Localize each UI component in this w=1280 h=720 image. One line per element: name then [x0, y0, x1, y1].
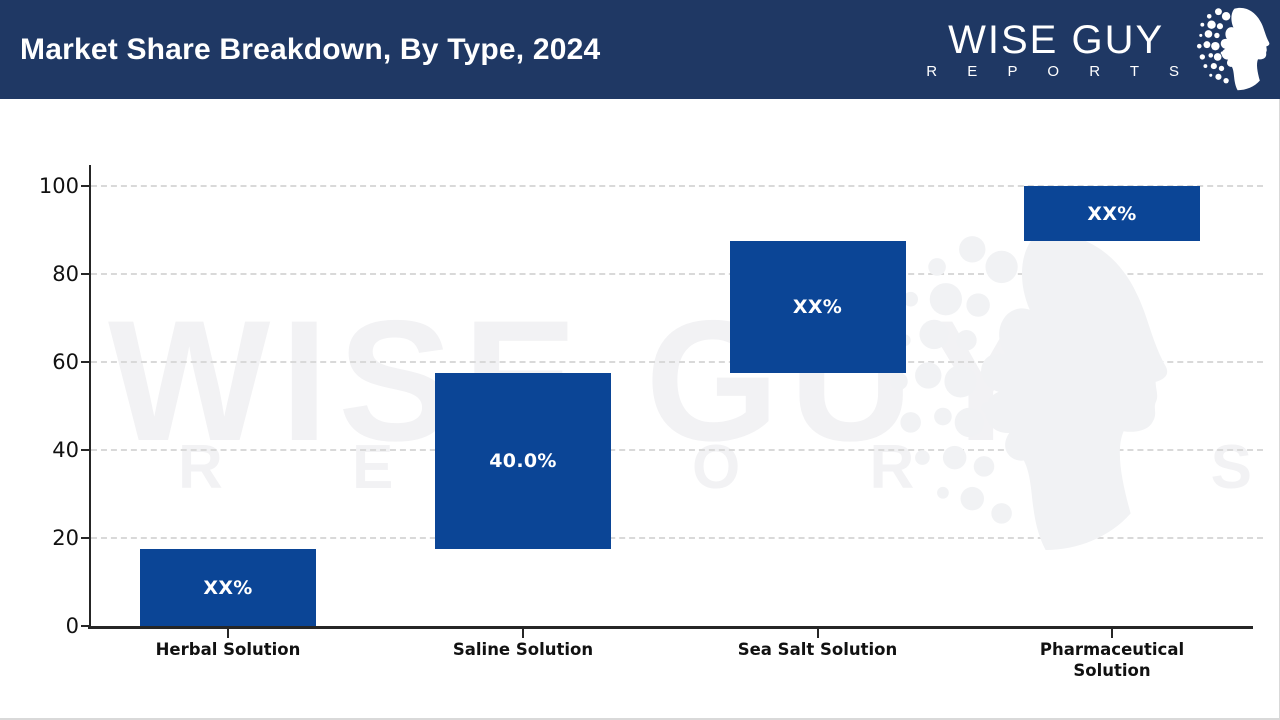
x-axis-tick-2 — [522, 629, 524, 638]
y-tick-label-60: 60 — [52, 350, 79, 374]
wiseguy-logo: WISE GUY R E P O R T S — [920, 4, 1280, 96]
logo-text: WISE GUY R E P O R T S — [920, 19, 1192, 80]
bar-herbal-solution: XX% — [140, 549, 316, 626]
gridline-60 — [91, 361, 1263, 363]
bar-sea-salt-solution: XX% — [729, 241, 906, 373]
category-label: Herbal Solution — [155, 640, 301, 659]
gridline-100 — [91, 185, 1263, 187]
logo-wordmark: WISE GUY — [948, 18, 1165, 62]
bar-value-label: XX% — [792, 296, 843, 318]
x-axis-tick-3 — [816, 629, 819, 638]
bar-value-label: 40.0% — [489, 450, 557, 472]
gridline-20 — [91, 537, 1263, 539]
bar-saline-solution: 40.0% — [435, 373, 611, 549]
gridline-80 — [91, 273, 1263, 275]
y-axis-tick-40 — [81, 449, 89, 451]
y-axis-tick-0 — [81, 625, 89, 627]
gridline-40 — [91, 449, 1263, 451]
y-axis-tick-80 — [81, 273, 89, 275]
chart-container: WISE GUY R E P O R T S 0 20 40 60 80 100 XX% He… — [0, 99, 1280, 720]
page-title: Market Share Breakdown, By Type, 2024 — [20, 32, 601, 66]
y-axis — [89, 165, 91, 628]
y-tick-label-0: 0 — [65, 614, 79, 638]
x-axis — [88, 626, 1253, 629]
bar-pharmaceutical-solution: XX% — [1024, 186, 1200, 241]
category-label: Saline Solution — [452, 640, 594, 659]
bar-value-label: XX% — [1087, 202, 1137, 225]
x-axis-tick-1 — [227, 629, 229, 638]
y-axis-tick-100 — [81, 185, 89, 187]
header: Market Share Breakdown, By Type, 2024 WI… — [0, 0, 1280, 99]
bar-value-label: XX% — [203, 576, 253, 599]
y-axis-tick-20 — [81, 537, 89, 539]
watermark-head-icon — [890, 234, 1168, 550]
y-tick-label-80: 80 — [52, 262, 79, 286]
category-label: Sea Salt Solution — [737, 640, 898, 659]
y-tick-label-100: 100 — [38, 174, 79, 198]
y-tick-label-40: 40 — [52, 438, 79, 462]
y-axis-tick-60 — [81, 361, 89, 363]
y-tick-label-20: 20 — [52, 526, 79, 550]
x-axis-tick-4 — [1111, 629, 1113, 638]
logo-subtext: R E P O R T S — [926, 63, 1192, 80]
category-label: Pharmaceutical Solution — [1039, 640, 1185, 680]
